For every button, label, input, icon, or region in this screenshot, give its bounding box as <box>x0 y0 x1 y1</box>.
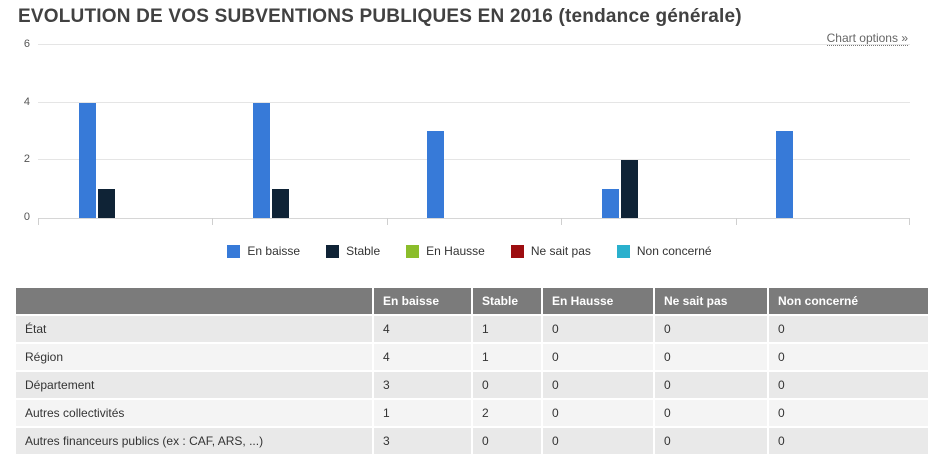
bar <box>272 189 290 218</box>
category-group <box>736 45 910 218</box>
table-cell: 0 <box>543 428 653 454</box>
row-label: Région <box>16 344 372 370</box>
legend-item[interactable]: Ne sait pas <box>510 244 591 258</box>
bar <box>427 131 445 218</box>
gridline <box>38 44 910 45</box>
legend-item[interactable]: En Hausse <box>406 244 485 258</box>
row-label: Département <box>16 372 372 398</box>
plot-area <box>38 44 910 225</box>
y-axis-label: 6 <box>23 38 30 50</box>
table-cell: 3 <box>374 428 471 454</box>
table-cell: 0 <box>655 400 767 426</box>
table-cell: 0 <box>769 316 928 342</box>
bar <box>620 160 638 218</box>
row-label: Autres financeurs publics (ex : CAF, ARS… <box>16 428 372 454</box>
table-cell: 1 <box>374 400 471 426</box>
x-axis-tick <box>38 218 39 225</box>
table-cell: 0 <box>543 344 653 370</box>
category-group <box>212 45 386 218</box>
category-group <box>387 45 561 218</box>
row-label: État <box>16 316 372 342</box>
table-cell: 1 <box>473 344 541 370</box>
column-header: Ne sait pas <box>655 288 767 314</box>
legend-label: En baisse <box>247 244 301 258</box>
legend-swatch <box>406 244 420 258</box>
column-header: En baisse <box>374 288 471 314</box>
table-cell: 1 <box>473 316 541 342</box>
category-group <box>38 45 212 218</box>
legend-item[interactable]: Stable <box>326 244 380 258</box>
table-row: État 4 1 0 0 0 <box>16 316 928 342</box>
gridline <box>38 101 910 103</box>
bar <box>776 131 794 218</box>
chart-legend: En baisse Stable En Hausse Ne sait pas Non c… <box>0 244 939 258</box>
chart-options: Chart options » <box>826 31 908 46</box>
row-label: Autres collectivités <box>16 400 372 426</box>
gridline <box>38 159 910 161</box>
table-cell: 0 <box>543 400 653 426</box>
table-cell: 3 <box>374 372 471 398</box>
table-header: En baisse Stable En Hausse Ne sait pas Non c… <box>16 288 928 314</box>
x-axis-tick <box>561 218 563 225</box>
legend-item[interactable]: Non concerné <box>616 244 712 258</box>
table-container: En baisse Stable En Hausse Ne sait pas Non c… <box>14 286 930 456</box>
bar <box>601 189 619 218</box>
table-row: Autres financeurs publics (ex : CAF, ARS… <box>16 428 928 454</box>
column-header: Stable <box>473 288 541 314</box>
legend-swatch <box>227 244 241 258</box>
table-cell: 0 <box>543 372 653 398</box>
bar <box>97 189 115 218</box>
table-cell: 0 <box>655 428 767 454</box>
column-header: En Hausse <box>543 288 653 314</box>
legend-swatch <box>326 244 340 258</box>
gridline <box>38 218 910 219</box>
x-axis-tick <box>386 218 388 225</box>
x-axis-tick <box>735 218 737 225</box>
header-row: En baisse Stable En Hausse Ne sait pas Non c… <box>16 288 928 314</box>
legend-item[interactable]: En baisse <box>227 244 300 258</box>
data-table: En baisse Stable En Hausse Ne sait pas Non c… <box>14 286 930 456</box>
table-cell: 0 <box>473 372 541 398</box>
column-header <box>16 288 372 314</box>
y-axis-label: 4 <box>23 95 30 108</box>
legend-swatch <box>510 244 524 258</box>
legend-label: Stable <box>346 244 381 258</box>
legend-label: Non concerné <box>636 244 712 258</box>
table-cell: 0 <box>655 344 767 370</box>
table-cell: 0 <box>769 372 928 398</box>
x-axis-tick <box>212 218 214 225</box>
legend-label: En Hausse <box>426 244 485 258</box>
legend-swatch <box>616 244 630 258</box>
bar <box>78 103 96 218</box>
table-cell: 0 <box>769 344 928 370</box>
table-cell: 0 <box>769 428 928 454</box>
table-row: Département 3 0 0 0 0 <box>16 372 928 398</box>
x-axis-tick <box>909 218 910 225</box>
table-row: Région 4 1 0 0 0 <box>16 344 928 370</box>
column-header: Non concerné <box>769 288 928 314</box>
page-title: EVOLUTION DE VOS SUBVENTIONS PUBLIQUES E… <box>18 6 742 27</box>
table-cell: 2 <box>473 400 541 426</box>
table-cell: 0 <box>543 316 653 342</box>
table-cell: 0 <box>473 428 541 454</box>
y-axis-label: 0 <box>23 211 30 223</box>
table-cell: 4 <box>374 316 471 342</box>
bar <box>253 103 271 218</box>
table-cell: 4 <box>374 344 471 370</box>
table-cell: 0 <box>769 400 928 426</box>
table-row: Autres collectivités 1 2 0 0 0 <box>16 400 928 426</box>
bar-chart: 0 2 4 6 <box>0 38 939 230</box>
table-body: État 4 1 0 0 0 Région 4 1 0 0 0 Département 3 0 0 0 0 Autr… <box>16 316 928 454</box>
legend-label: Ne sait pas <box>530 244 591 258</box>
chart-options-link[interactable]: Chart options » <box>826 31 908 46</box>
table-cell: 0 <box>655 316 767 342</box>
y-axis-label: 2 <box>23 153 30 166</box>
category-group <box>561 45 735 218</box>
table-cell: 0 <box>655 372 767 398</box>
